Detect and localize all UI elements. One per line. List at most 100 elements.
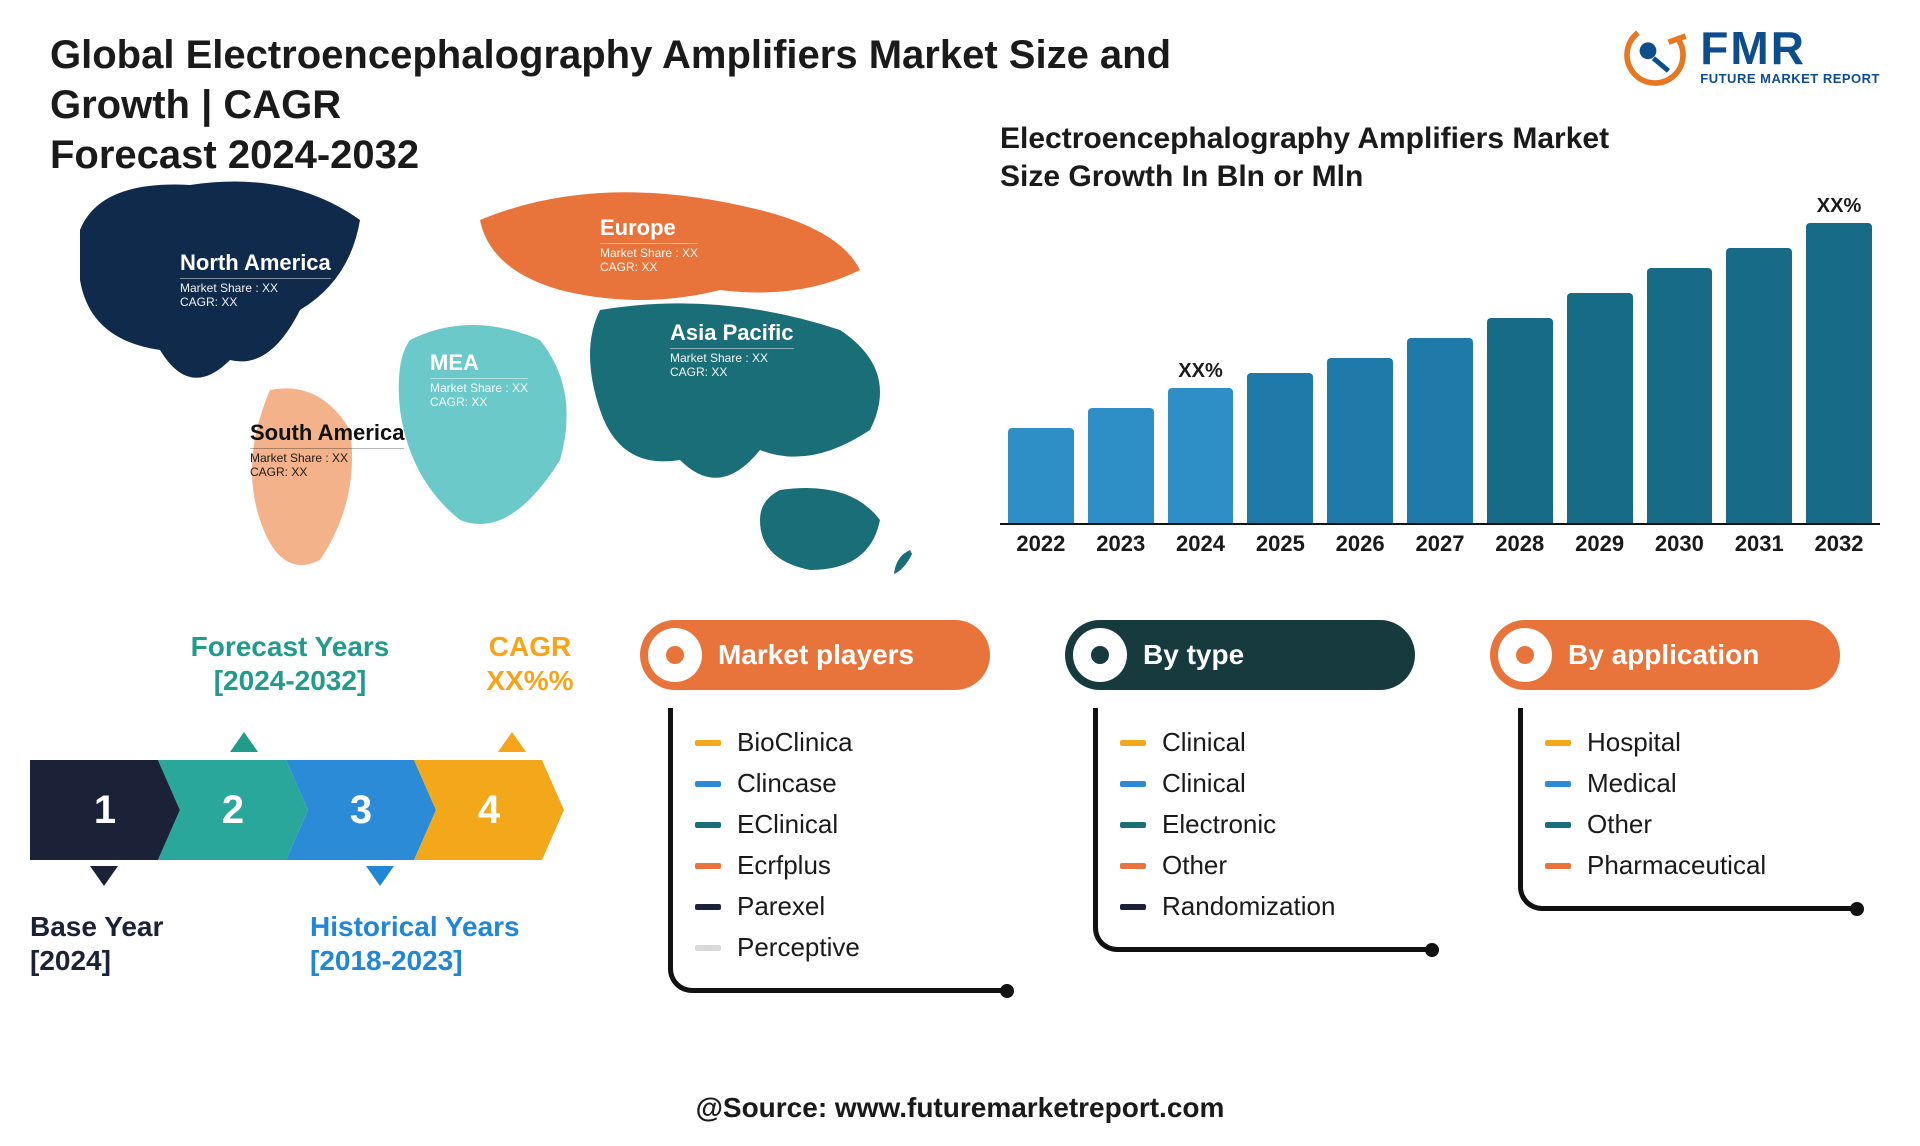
bar-xlabel: 2024 xyxy=(1168,531,1234,557)
region-name: South America xyxy=(250,420,404,446)
bar-xlabel: 2023 xyxy=(1088,531,1154,557)
bar xyxy=(1247,373,1313,523)
list-item: Clinical xyxy=(1120,763,1423,804)
list-item: Perceptive xyxy=(695,927,998,968)
brand-logo: FMR FUTURE MARKET REPORT xyxy=(1620,20,1880,90)
list-item: Randomization xyxy=(1120,886,1423,927)
bar xyxy=(1487,318,1553,523)
timeline-cagr-label: CAGRXX%% xyxy=(460,630,600,697)
category-pill: Market players xyxy=(640,620,990,690)
list-item-label: Hospital xyxy=(1587,727,1681,758)
region-cagr: CAGR: XX xyxy=(670,365,794,379)
list-item: Clinical xyxy=(1120,722,1423,763)
list-dash-icon xyxy=(1120,781,1146,787)
list-item-label: Ecrfplus xyxy=(737,850,831,881)
bar-annotation: XX% xyxy=(1817,195,1861,218)
list-dash-icon xyxy=(1545,740,1571,746)
region-label-ap: Asia Pacific Market Share : XXCAGR: XX xyxy=(670,320,794,379)
bar-annotation: XX% xyxy=(1178,360,1222,383)
region-share: Market Share : XX xyxy=(670,348,794,365)
list-item-label: Clincase xyxy=(737,768,837,799)
logo-icon xyxy=(1620,20,1690,90)
list-dash-icon xyxy=(695,904,721,910)
list-item-label: Pharmaceutical xyxy=(1587,850,1766,881)
list-item-label: Clinical xyxy=(1162,727,1246,758)
list-item-label: Parexel xyxy=(737,891,825,922)
bar-chart-title: Electroencephalography Amplifiers Market… xyxy=(1000,120,1620,195)
title-line1: Global Electroencephalography Amplifiers… xyxy=(50,33,1171,127)
timeline-base-label: Base Year[2024] xyxy=(30,910,163,977)
list-dash-icon xyxy=(1545,822,1571,828)
list-dash-icon xyxy=(1545,863,1571,869)
bar-col-2023 xyxy=(1088,408,1154,523)
bar-col-2022 xyxy=(1008,428,1074,523)
bar xyxy=(1647,268,1713,523)
list-item: Hospital xyxy=(1545,722,1848,763)
bar-col-2024: XX% xyxy=(1168,388,1234,523)
list-dash-icon xyxy=(695,740,721,746)
region-ap-nz xyxy=(894,550,912,574)
bar-col-2029 xyxy=(1567,293,1633,523)
marker-hist xyxy=(366,866,394,886)
logo-text-main: FMR xyxy=(1700,25,1880,71)
category-by-type: By type Clinical Clinical ElectronicOtherRa… xyxy=(1065,620,1465,952)
marker-base xyxy=(90,866,118,886)
bar-xlabel: 2029 xyxy=(1567,531,1633,557)
category-list: Clinical Clinical ElectronicOtherRandomiza… xyxy=(1093,708,1433,952)
bar-chart-xlabels: 2022202320242025202620272028202920302031… xyxy=(1000,525,1880,557)
list-dash-icon xyxy=(695,822,721,828)
list-item-label: Other xyxy=(1587,809,1652,840)
timeline-forecast-label: Forecast Years[2024-2032] xyxy=(180,630,400,697)
category-pill: By type xyxy=(1065,620,1415,690)
list-item: Other xyxy=(1545,804,1848,845)
pill-dot-icon xyxy=(1091,646,1109,664)
pill-dot-icon xyxy=(1516,646,1534,664)
region-label-sa: South AmericaMarket Share : XXCAGR: XX xyxy=(250,420,404,479)
bar-chart: Electroencephalography Amplifiers Market… xyxy=(1000,120,1880,590)
bar-col-2027 xyxy=(1407,338,1473,523)
region-name: North America xyxy=(180,250,331,276)
list-item-label: EClinical xyxy=(737,809,838,840)
list-item: EClinical xyxy=(695,804,998,845)
region-label-mea: MEAMarket Share : XXCAGR: XX xyxy=(430,350,528,409)
list-dash-icon xyxy=(1545,781,1571,787)
bar xyxy=(1726,248,1792,523)
timeline-hist-label: Historical Years[2018-2023] xyxy=(310,910,520,977)
bar-col-2025 xyxy=(1247,373,1313,523)
category-pill: By application xyxy=(1490,620,1840,690)
list-item-label: Medical xyxy=(1587,768,1677,799)
list-item-label: Perceptive xyxy=(737,932,860,963)
source-attribution: @Source: www.futuremarketreport.com xyxy=(696,1092,1225,1124)
region-name: Asia Pacific xyxy=(670,320,794,346)
region-name: MEA xyxy=(430,350,528,376)
category-list: BioClinicaClincaseEClinicalEcrfplusParex… xyxy=(668,708,1008,993)
list-item: Ecrfplus xyxy=(695,845,998,886)
region-share: Market Share : XX xyxy=(250,448,404,465)
region-ap-aus xyxy=(760,488,880,570)
bar xyxy=(1806,223,1872,523)
pill-dot-icon xyxy=(666,646,684,664)
list-dash-icon xyxy=(695,863,721,869)
bar xyxy=(1008,428,1074,523)
list-item: Other xyxy=(1120,845,1423,886)
list-item: Electronic xyxy=(1120,804,1423,845)
region-cagr: CAGR: XX xyxy=(180,295,331,309)
list-item: Pharmaceutical xyxy=(1545,845,1848,886)
category-list: Hospital Medical Other Pharmaceutical xyxy=(1518,708,1858,911)
list-dash-icon xyxy=(695,945,721,951)
marker-forecast xyxy=(230,732,258,752)
logo-text-sub: FUTURE MARKET REPORT xyxy=(1700,71,1880,86)
category-market-players: Market playersBioClinicaClincaseEClinica… xyxy=(640,620,1040,993)
bar-col-2031 xyxy=(1726,248,1792,523)
list-item-label: Clinical xyxy=(1162,768,1246,799)
timeline: Forecast Years[2024-2032] CAGRXX%% 1234 … xyxy=(30,630,610,1000)
bar-xlabel: 2030 xyxy=(1647,531,1713,557)
region-label-na: North AmericaMarket Share : XXCAGR: XX xyxy=(180,250,331,309)
bar-col-2032: XX% xyxy=(1806,223,1872,523)
region-name: Europe xyxy=(600,215,698,241)
list-dash-icon xyxy=(1120,740,1146,746)
bar xyxy=(1327,358,1393,523)
region-share: Market Share : XX xyxy=(600,243,698,260)
list-item: Clincase xyxy=(695,763,998,804)
bar xyxy=(1088,408,1154,523)
